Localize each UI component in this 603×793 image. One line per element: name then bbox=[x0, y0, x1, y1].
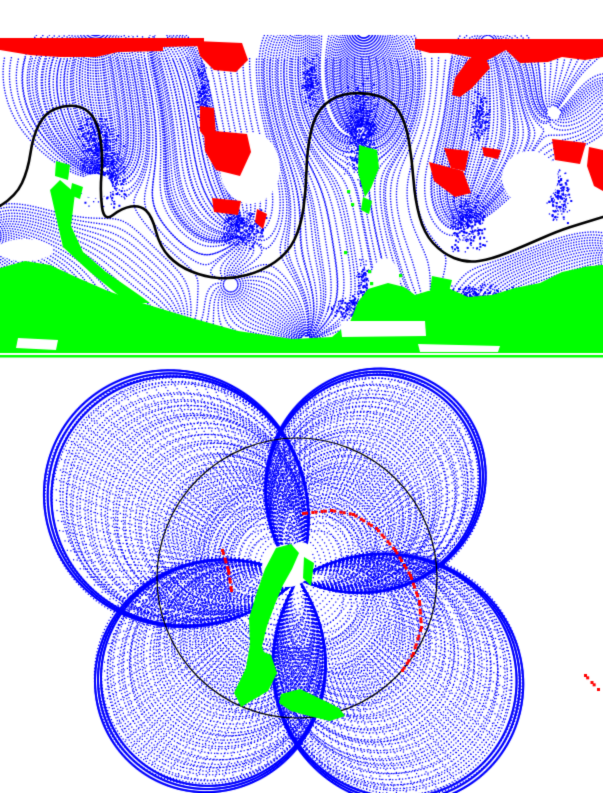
field-visualization-canvas bbox=[0, 0, 603, 793]
scientific-figure bbox=[0, 0, 603, 793]
